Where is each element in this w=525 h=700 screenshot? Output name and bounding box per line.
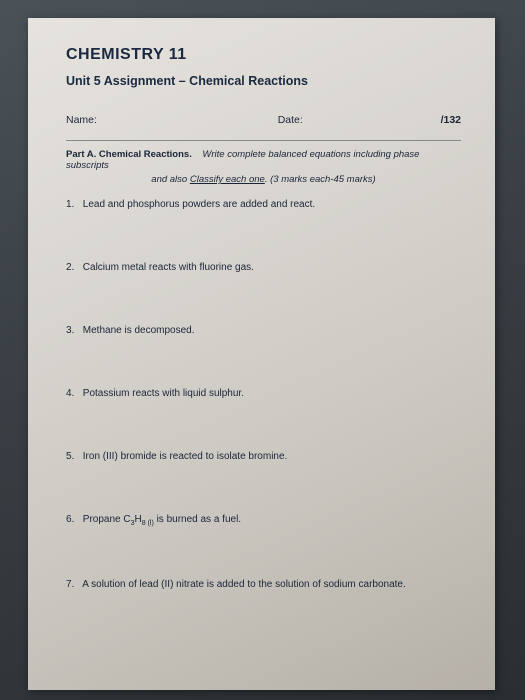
q7-num: 7. (66, 579, 80, 590)
q5-text: Iron (III) bromide is reacted to isolate… (83, 451, 288, 462)
q3-num: 3. (66, 325, 80, 336)
q4-text: Potassium reacts with liquid sulphur. (83, 388, 244, 399)
q6-mid: H (135, 514, 142, 525)
q6-sub2: 8 (l) (142, 520, 154, 527)
total-score: /132 (441, 114, 461, 126)
q6-num: 6. (66, 514, 80, 525)
part-a-label: Part A. Chemical Reactions. (66, 149, 192, 160)
name-label: Name: (66, 114, 278, 126)
assignment-subtitle: Unit 5 Assignment – Chemical Reactions (66, 74, 461, 88)
name-date-row: Name: Date: /132 (66, 114, 461, 126)
part-a-header: Part A. Chemical Reactions. Write comple… (66, 149, 461, 171)
divider-line (66, 140, 461, 141)
question-7: 7. A solution of lead (II) nitrate is ad… (66, 579, 461, 590)
question-1: 1. Lead and phosphorus powders are added… (66, 199, 461, 210)
q4-num: 4. (66, 388, 80, 399)
q3-text: Methane is decomposed. (83, 325, 195, 336)
q7-text: A solution of lead (II) nitrate is added… (82, 579, 406, 590)
q1-text: Lead and phosphorus powders are added an… (83, 199, 315, 210)
q2-num: 2. (66, 262, 80, 273)
q2-text: Calcium metal reacts with fluorine gas. (83, 262, 254, 273)
q6-post: is burned as a fuel. (154, 514, 241, 525)
worksheet-page: CHEMISTRY 11 Unit 5 Assignment – Chemica… (28, 18, 495, 690)
question-4: 4. Potassium reacts with liquid sulphur. (66, 388, 461, 399)
sub-underline: Classify each one (190, 174, 265, 185)
q5-num: 5. (66, 451, 80, 462)
sub-pre: and also (151, 174, 190, 185)
part-a-subinstruction: and also Classify each one. (3 marks eac… (66, 174, 461, 185)
question-2: 2. Calcium metal reacts with fluorine ga… (66, 262, 461, 273)
question-5: 5. Iron (III) bromide is reacted to isol… (66, 451, 461, 462)
question-3: 3. Methane is decomposed. (66, 325, 461, 336)
sub-post: . (3 marks each-45 marks) (265, 174, 376, 185)
course-title: CHEMISTRY 11 (66, 46, 461, 64)
question-6: 6. Propane C3H8 (l) is burned as a fuel. (66, 514, 461, 527)
q6-pre: Propane C (83, 514, 131, 525)
q1-num: 1. (66, 199, 80, 210)
date-label: Date: (278, 114, 441, 126)
